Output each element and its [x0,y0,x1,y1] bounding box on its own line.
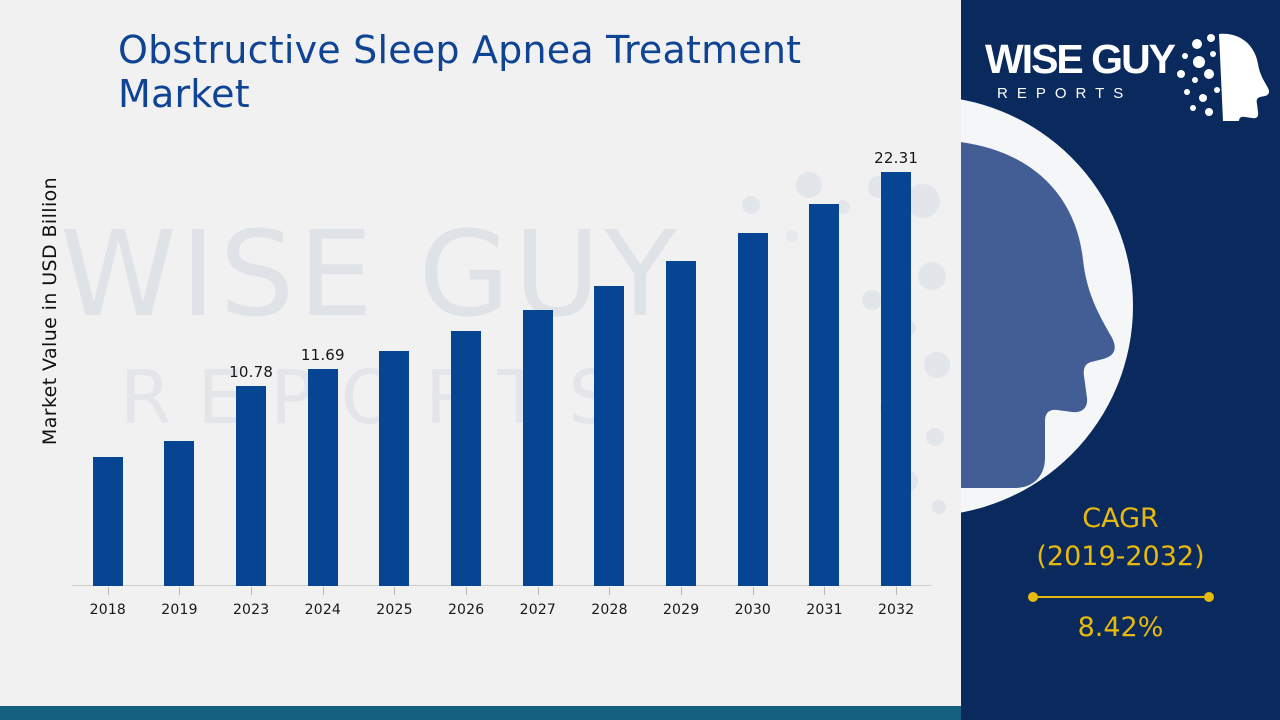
x-axis-tick-label: 2032 [877,602,915,618]
x-axis-tick-label: 2023 [232,602,270,618]
x-axis-tick-label: 2024 [304,602,342,618]
bar[interactable] [451,331,482,586]
x-axis-tick [896,587,898,595]
logo-wordmark: WISE GUY [985,36,1176,82]
x-axis-tick-label: 2025 [376,602,413,618]
x-axis-tick [537,587,539,595]
bar-value-label: 22.31 [874,149,919,167]
bar[interactable] [737,233,768,586]
bar-group: 11.69 2024 [287,150,359,618]
bar-group: 10.78 2023 [215,150,287,618]
divider-line [1032,596,1209,598]
plot-area: 2018 2019 10.78 2023 11.69 2024 2025 2026 2027 20… [72,149,932,618]
cagr-title: CAGR [1082,503,1159,534]
bar[interactable] [594,286,625,586]
watermark-line-1: WISE GUY [60,205,681,343]
x-axis-tick [179,587,181,595]
x-axis-tick-label: 2029 [662,602,700,618]
head-silhouette-icon [961,142,1115,488]
x-axis-tick [251,587,253,595]
brand-panel: WISE GUY REPORTS CAGR (2019-203 [961,0,1280,720]
chart-panel: WISE GUY REPORTS Obstructive Sleep Apnea… [0,28,961,720]
cagr-value: 8.42% [1077,612,1164,643]
x-axis-tick-label: 2028 [591,602,628,618]
bar[interactable] [809,204,840,586]
page-title: Obstructive Sleep Apnea Treatment Market [118,28,802,116]
x-axis-tick-label: 2030 [734,602,772,618]
x-axis-tick [107,587,109,595]
bar-group: 2029 [645,150,717,618]
bar-group: 2018 [72,150,144,618]
bar-group: 2027 [502,150,574,618]
x-axis-tick-label: 2026 [447,602,485,618]
x-axis-tick-label: 2031 [806,602,843,618]
bar[interactable] [881,172,912,586]
bar-group: 2028 [574,150,646,618]
bar-group: 2025 [359,150,431,618]
x-axis-tick [609,587,611,595]
cagr-divider [1027,592,1214,602]
bar-value-label: 10.78 [229,363,274,381]
x-axis-tick [681,587,683,595]
cagr-period: (2019-2032) [1036,541,1205,572]
bar[interactable] [522,310,553,586]
x-axis-line [72,585,932,586]
bar[interactable] [666,261,697,586]
bar[interactable] [92,457,123,586]
bar[interactable] [164,441,195,586]
bar-group: 2030 [717,150,789,618]
x-axis-tick-label: 2019 [161,602,198,618]
x-axis-tick-label: 2018 [89,602,127,618]
divider-dot-right [1203,592,1214,602]
logo-subtext: REPORTS [997,85,1133,102]
brand-logo: WISE GUY REPORTS [985,30,1269,122]
cagr-block: CAGR (2019-2032) 8.42% [961,500,1280,643]
bar[interactable] [307,369,338,586]
logo-head-icon [1177,33,1269,121]
bottom-accent-strip [0,706,961,720]
x-axis-tick [322,587,324,595]
x-axis-tick [394,587,396,595]
bar[interactable] [379,351,410,586]
bar-group: 2031 [789,150,861,618]
x-axis-tick [752,587,754,595]
x-axis-tick [824,587,826,595]
bar-group: 22.31 2032 [860,149,932,618]
bar-group: 2019 [144,150,216,618]
x-axis-tick [466,587,468,595]
bar-value-label: 11.69 [300,346,345,364]
y-axis-label: Market Value in USD Billion [39,176,61,446]
x-axis-tick-label: 2027 [519,602,557,618]
bar-group: 2026 [430,150,502,618]
bar[interactable] [236,386,267,586]
